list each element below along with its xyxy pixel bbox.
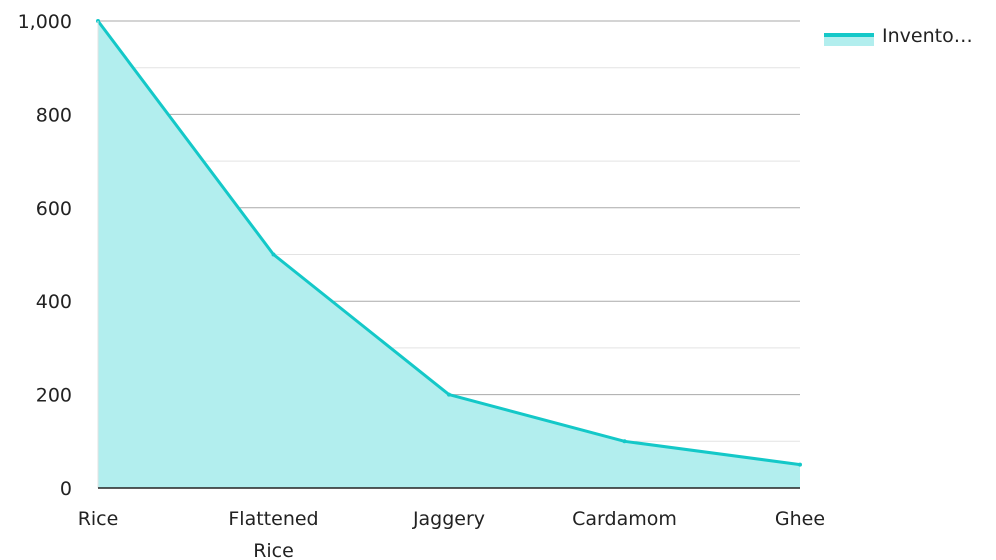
data-point[interactable] (271, 252, 276, 257)
x-tick-labels: Rice Flattened Rice Jaggery Cardamom Ghee (78, 508, 825, 560)
data-point[interactable] (798, 462, 802, 467)
legend-label[interactable]: Invento… (882, 25, 973, 47)
data-point[interactable] (447, 392, 451, 397)
series-area-fill (98, 21, 800, 488)
y-tick-label: 600 (36, 198, 72, 220)
legend-swatch-line[interactable] (824, 33, 874, 37)
x-tick-label: Jaggery (412, 508, 485, 530)
y-tick-labels: 0 200 400 600 800 1,000 (18, 11, 72, 500)
x-tick-label: Rice (78, 508, 119, 530)
axis-layer (97, 21, 800, 489)
area-layer (96, 19, 802, 488)
y-tick-label: 400 (36, 291, 72, 313)
y-tick-label: 800 (36, 104, 72, 126)
y-tick-label: 1,000 (18, 11, 72, 33)
legend[interactable]: Invento… (824, 25, 973, 47)
x-tick-label: Cardamom (572, 508, 677, 530)
x-tick-label: Ghee (775, 508, 825, 530)
data-point[interactable] (622, 439, 627, 444)
legend-swatch[interactable] (824, 35, 874, 46)
x-tick-label: Flattened Rice (228, 508, 318, 560)
y-tick-label: 0 (60, 478, 72, 500)
y-tick-label: 200 (36, 385, 72, 407)
